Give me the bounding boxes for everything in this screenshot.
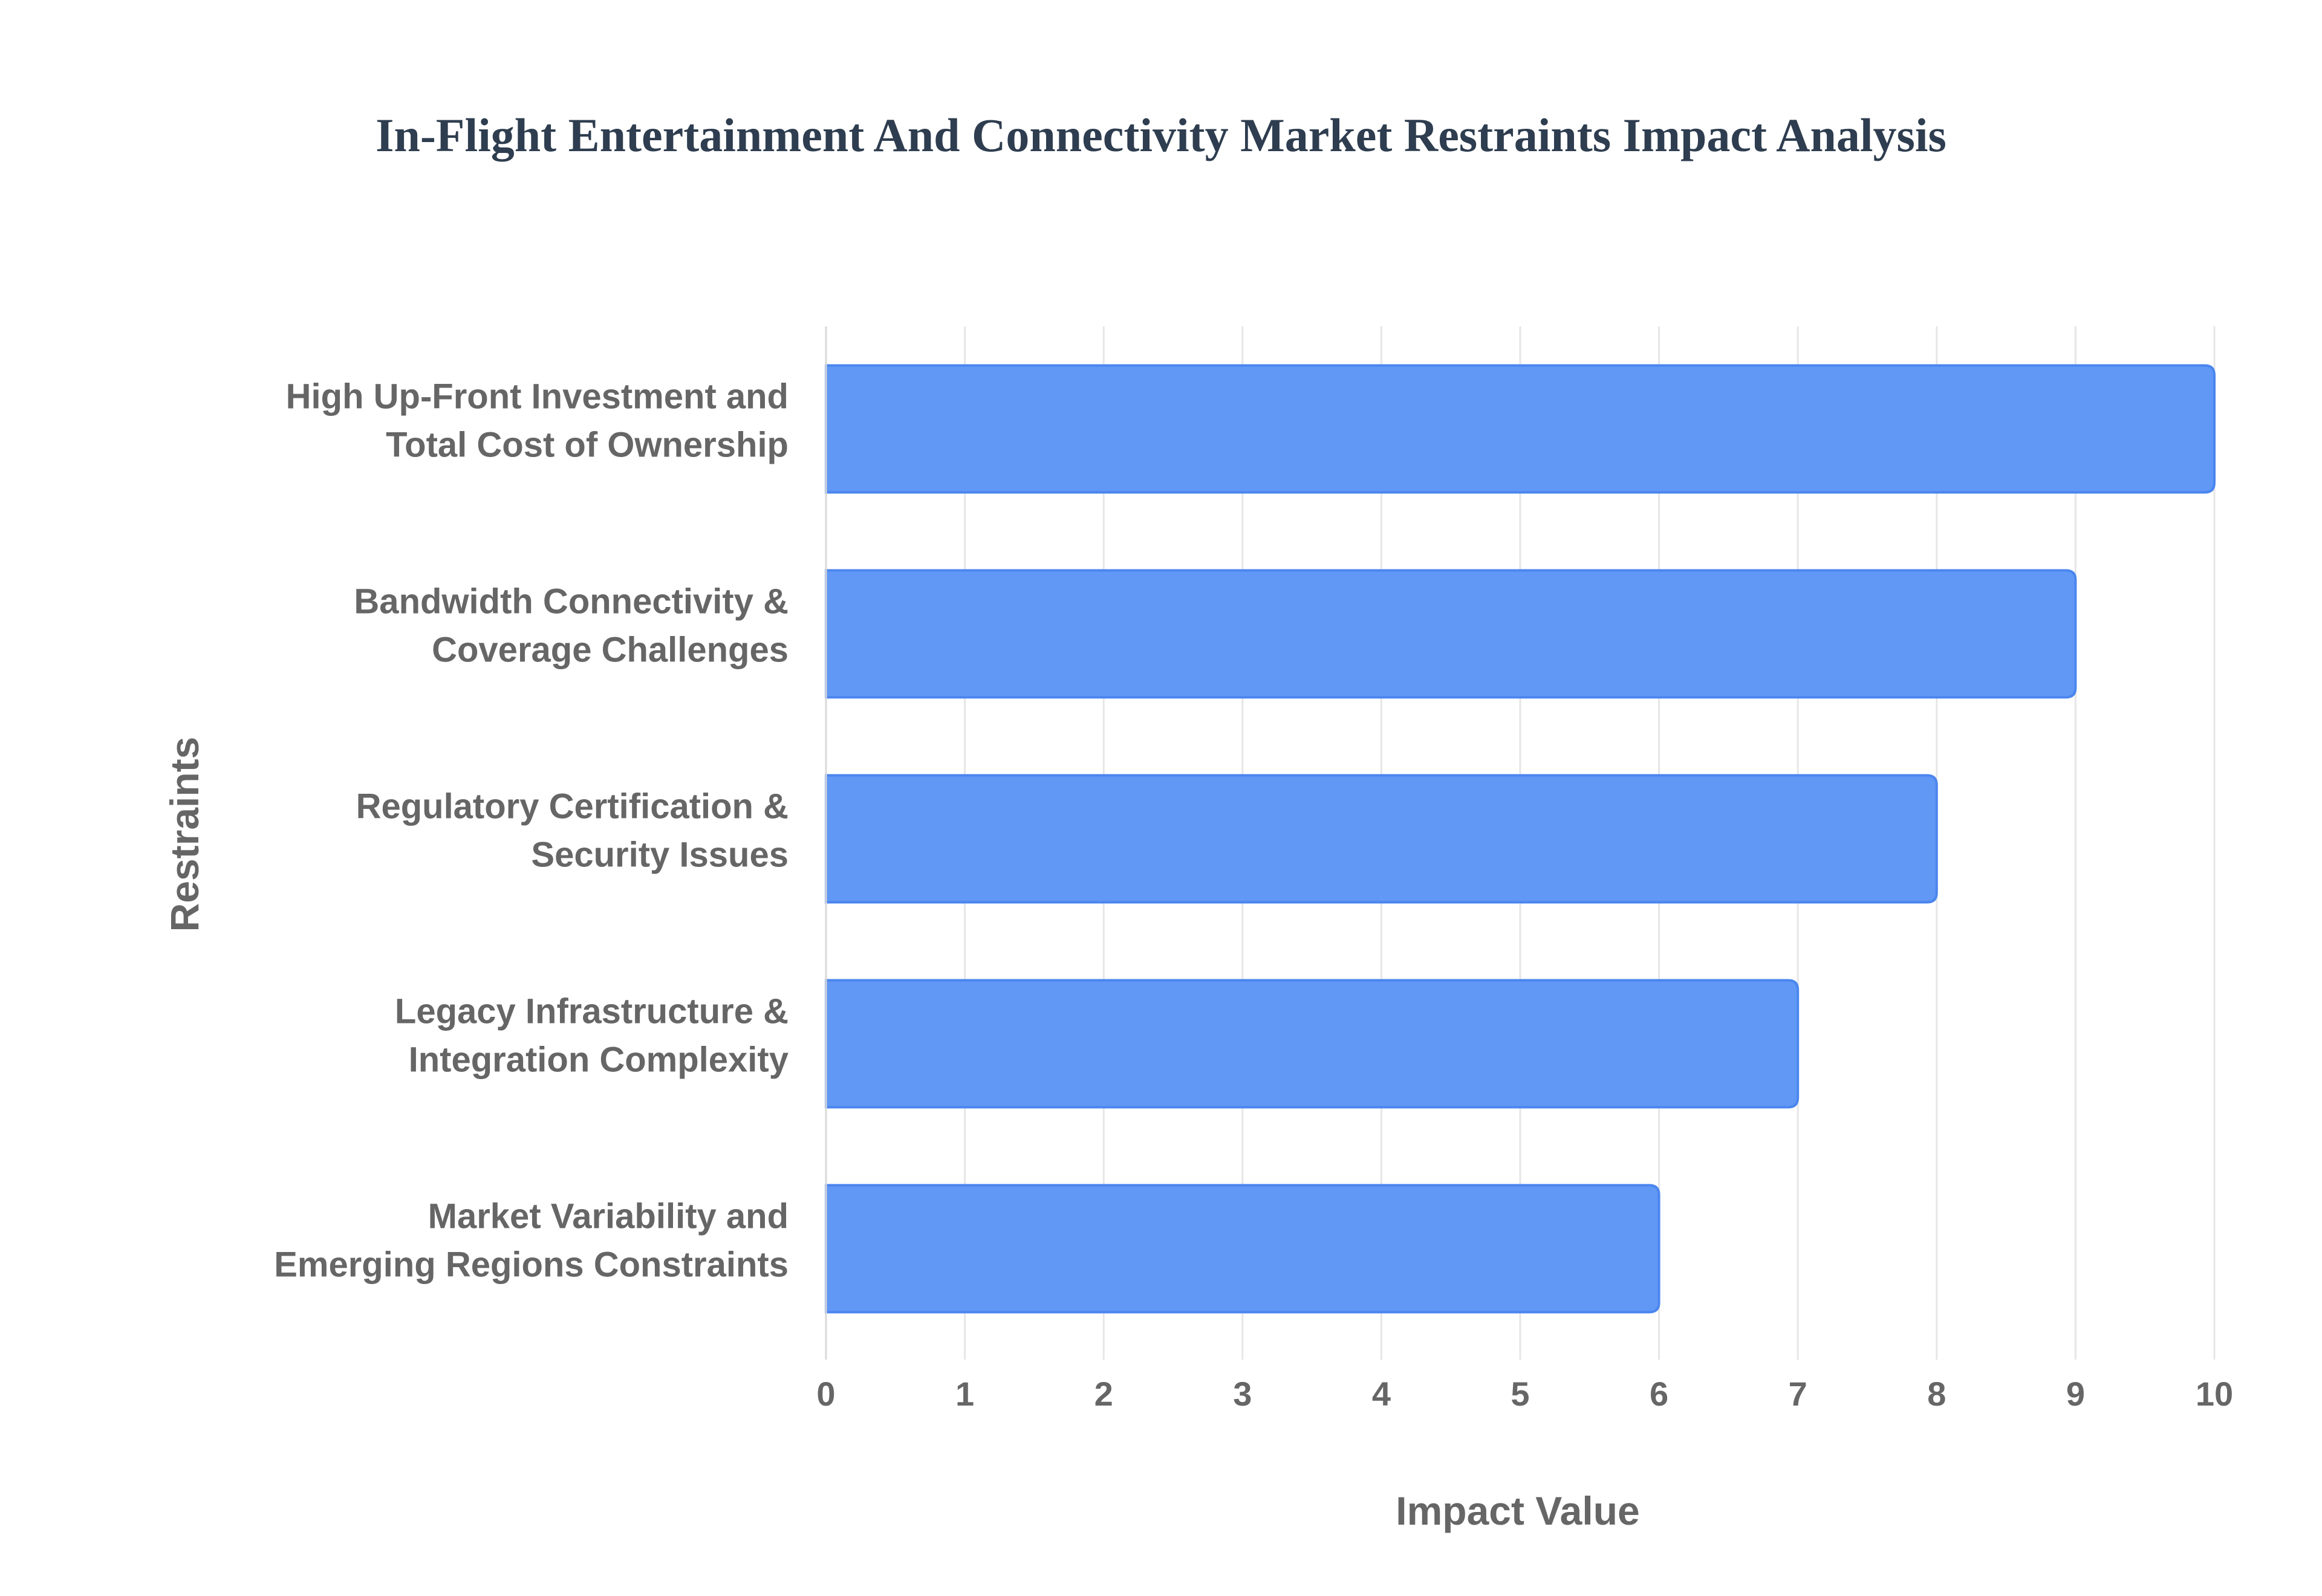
category-label-line: Regulatory Certification & bbox=[356, 787, 789, 826]
bar[interactable] bbox=[825, 1184, 1660, 1314]
bar[interactable] bbox=[825, 979, 1800, 1109]
x-axis-title: Impact Value bbox=[1396, 1488, 1640, 1533]
y-axis-title: Restraints bbox=[162, 737, 207, 932]
x-tick-label: 6 bbox=[1650, 1375, 1668, 1413]
category-label-line: Total Cost of Ownership bbox=[386, 426, 789, 465]
category-label-line: Integration Complexity bbox=[409, 1040, 789, 1080]
x-tick-labels: 0 1 2 3 4 5 6 7 8 9 10 bbox=[816, 1375, 2233, 1413]
bar[interactable] bbox=[825, 364, 2216, 494]
category-label-line: Security Issues bbox=[531, 835, 789, 875]
category-label-line: High Up-Front Investment and bbox=[286, 377, 789, 417]
category-label-line: Market Variability and bbox=[428, 1197, 789, 1236]
x-tick-label: 9 bbox=[2066, 1375, 2085, 1413]
category-label-line: Coverage Challenges bbox=[432, 631, 789, 670]
category-labels: High Up-Front Investment and Total Cost o… bbox=[274, 377, 789, 1285]
x-tick-label: 0 bbox=[816, 1375, 835, 1413]
bar[interactable] bbox=[825, 774, 1938, 904]
category-label: Legacy Infrastructure & Integration Compl… bbox=[395, 992, 789, 1080]
category-label-line: Bandwidth Connectivity & bbox=[354, 582, 789, 621]
x-tick-label: 5 bbox=[1511, 1375, 1529, 1413]
bars bbox=[825, 364, 2216, 1314]
category-label: Bandwidth Connectivity & Coverage Challen… bbox=[354, 582, 789, 670]
x-tick-label: 2 bbox=[1094, 1375, 1113, 1413]
category-label: Market Variability and Emerging Regions C… bbox=[274, 1197, 789, 1285]
category-label: Regulatory Certification & Security Issue… bbox=[356, 787, 789, 875]
bar[interactable] bbox=[825, 569, 2077, 699]
category-label: High Up-Front Investment and Total Cost o… bbox=[286, 377, 789, 465]
x-tick-label: 3 bbox=[1233, 1375, 1252, 1413]
category-label-line: Emerging Regions Constraints bbox=[274, 1245, 789, 1285]
x-tick-label: 1 bbox=[955, 1375, 974, 1413]
x-tick-label: 4 bbox=[1372, 1375, 1391, 1413]
x-tick-label: 8 bbox=[1927, 1375, 1946, 1413]
category-label-line: Legacy Infrastructure & bbox=[395, 992, 789, 1031]
chart-title: In-Flight Entertainment And Connectivity… bbox=[376, 109, 1946, 161]
x-tick-label: 7 bbox=[1789, 1375, 1807, 1413]
x-tick-label: 10 bbox=[2196, 1375, 2233, 1413]
